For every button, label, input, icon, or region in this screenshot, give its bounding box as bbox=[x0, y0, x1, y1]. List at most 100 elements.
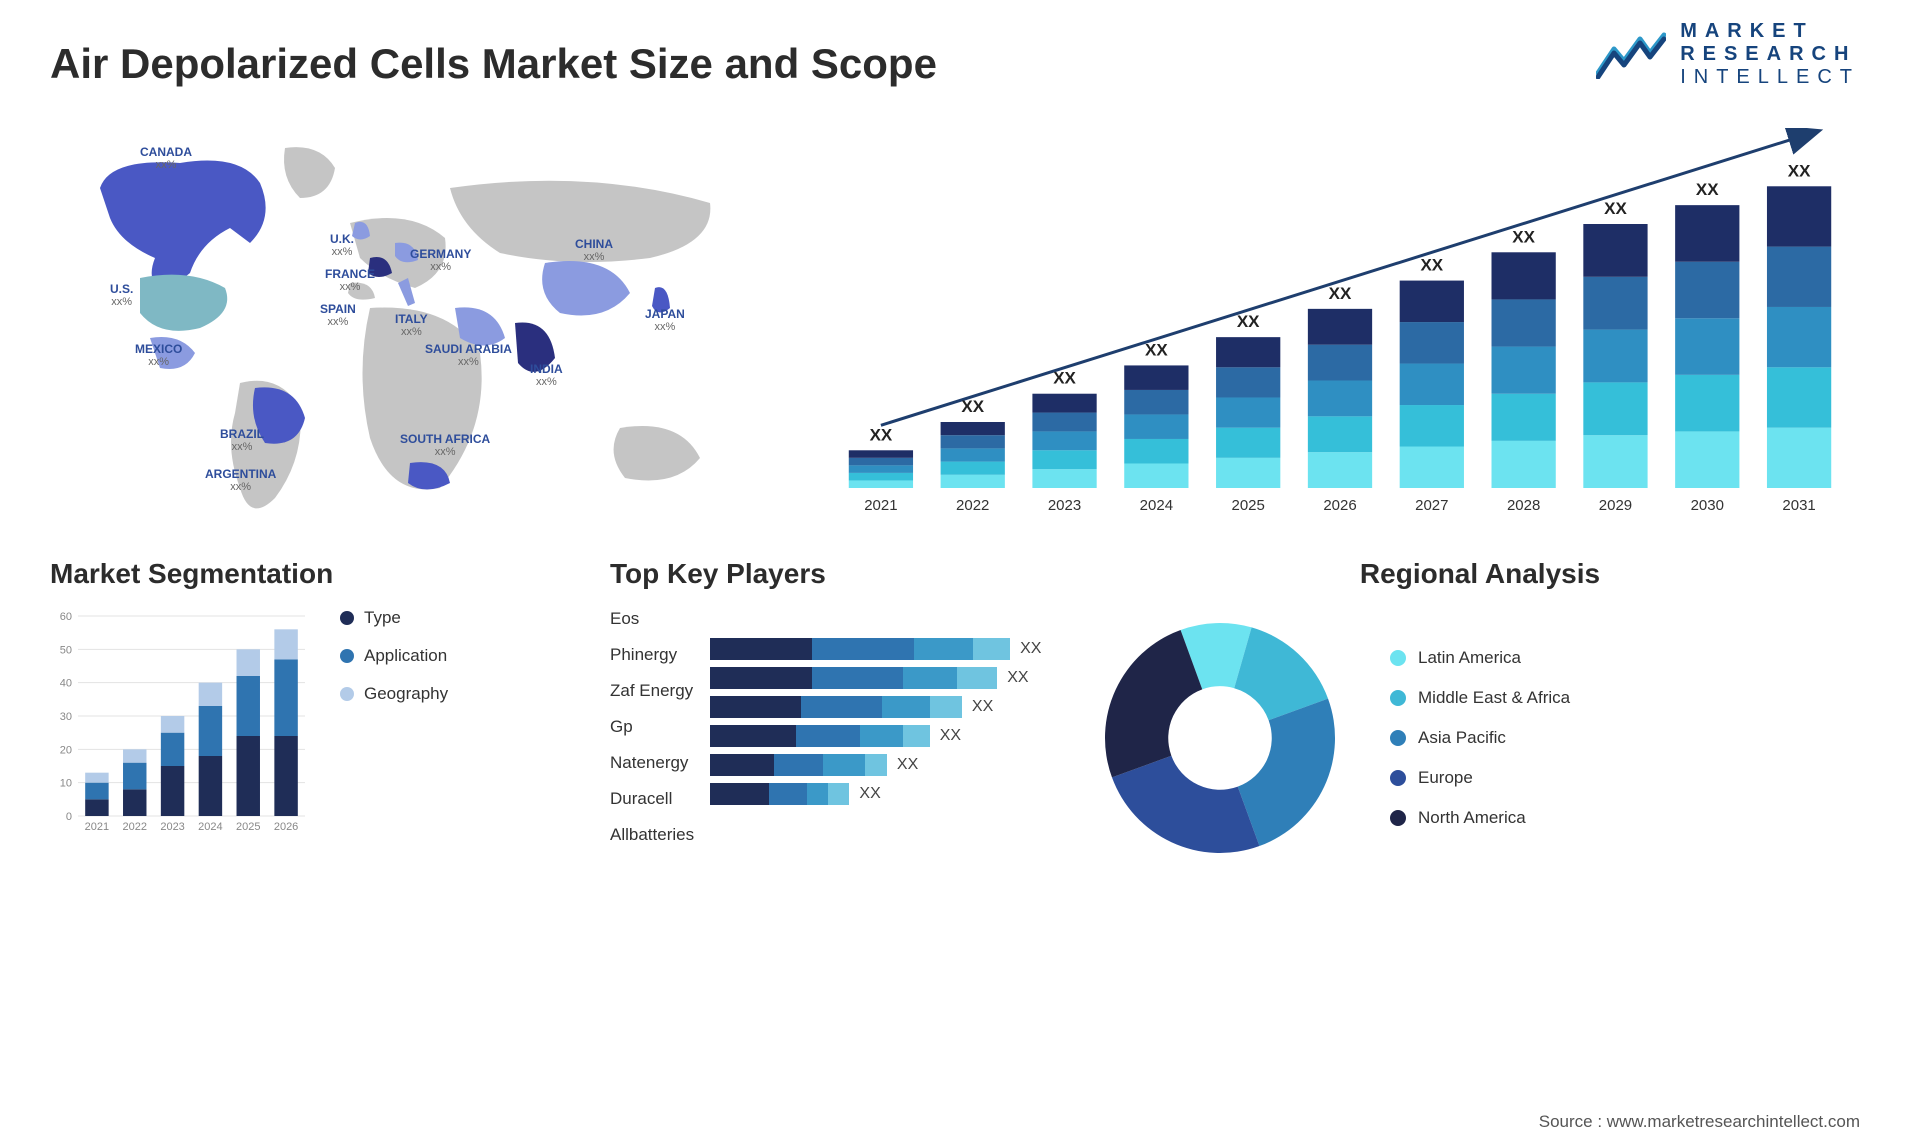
regional-legend: Latin America Middle East & Africa Asia Pa… bbox=[1390, 648, 1570, 828]
main-bar-seg bbox=[849, 450, 913, 458]
main-bar-label: XX bbox=[1145, 340, 1168, 359]
main-bar-seg bbox=[1492, 347, 1556, 394]
svg-text:50: 50 bbox=[60, 644, 72, 656]
main-bar-seg bbox=[1767, 367, 1831, 427]
main-bar-seg bbox=[1400, 447, 1464, 488]
map-label: U.K.xx% bbox=[330, 233, 354, 258]
players-section: Top Key Players EosPhinergyZaf EnergyGpN… bbox=[610, 558, 1070, 868]
main-bar-seg bbox=[1492, 252, 1556, 299]
seg-bar-seg bbox=[274, 659, 297, 736]
main-bar-seg bbox=[1675, 205, 1739, 262]
reg-legend-item: Asia Pacific bbox=[1390, 728, 1570, 748]
regional-donut bbox=[1090, 608, 1350, 868]
main-bar-seg bbox=[941, 448, 1005, 461]
player-name: Zaf Energy bbox=[610, 680, 694, 702]
map-label: SOUTH AFRICAxx% bbox=[400, 433, 490, 458]
seg-bar-seg bbox=[85, 799, 108, 816]
seg-bar-seg bbox=[123, 749, 146, 762]
main-xcat: 2028 bbox=[1507, 497, 1540, 514]
main-xcat: 2023 bbox=[1048, 497, 1081, 514]
main-bar-seg bbox=[1032, 431, 1096, 450]
main-bar-seg bbox=[849, 458, 913, 466]
player-bar-row: XX bbox=[710, 696, 1070, 718]
world-map: CANADAxx%U.S.xx%MEXICOxx%BRAZILxx%ARGENT… bbox=[50, 128, 770, 528]
main-bar-seg bbox=[1492, 394, 1556, 441]
main-xcat: 2021 bbox=[864, 497, 897, 514]
main-bar-seg bbox=[941, 462, 1005, 475]
main-bar-seg bbox=[1492, 299, 1556, 346]
player-bar-row: XX bbox=[710, 667, 1070, 689]
main-bar-seg bbox=[1583, 277, 1647, 330]
source-text: Source : www.marketresearchintellect.com bbox=[1539, 1112, 1860, 1132]
main-bar-seg bbox=[1308, 309, 1372, 345]
main-xcat: 2026 bbox=[1323, 497, 1356, 514]
main-bar-label: XX bbox=[1420, 256, 1443, 275]
seg-bar-seg bbox=[161, 733, 184, 766]
player-value: XX bbox=[1007, 669, 1028, 687]
main-xcat: 2024 bbox=[1140, 497, 1173, 514]
map-label: CHINAxx% bbox=[575, 238, 613, 263]
seg-bar-seg bbox=[237, 736, 260, 816]
brand-logo: MARKET RESEARCH INTELLECT bbox=[1596, 20, 1860, 89]
main-bar-seg bbox=[1216, 367, 1280, 397]
main-xcat: 2025 bbox=[1231, 497, 1264, 514]
svg-text:20: 20 bbox=[60, 744, 72, 756]
main-bar-seg bbox=[1124, 414, 1188, 439]
main-bar-seg bbox=[941, 422, 1005, 435]
reg-legend-item: Europe bbox=[1390, 768, 1570, 788]
main-bar-seg bbox=[1308, 381, 1372, 417]
player-value: XX bbox=[940, 727, 961, 745]
main-bar-seg bbox=[1675, 262, 1739, 319]
svg-text:0: 0 bbox=[66, 811, 72, 823]
main-bar-seg bbox=[849, 480, 913, 488]
main-xcat: 2029 bbox=[1599, 497, 1632, 514]
segmentation-chart: 0102030405060202120222023202420252026 bbox=[50, 608, 310, 838]
reg-legend-item: Middle East & Africa bbox=[1390, 688, 1570, 708]
logo-mark-icon bbox=[1596, 31, 1666, 79]
main-bar-seg bbox=[941, 435, 1005, 448]
map-label: SPAINxx% bbox=[320, 303, 356, 328]
player-name: Allbatteries bbox=[610, 824, 694, 846]
main-bar-label: XX bbox=[1329, 284, 1352, 303]
svg-text:60: 60 bbox=[60, 611, 72, 623]
player-value: XX bbox=[972, 698, 993, 716]
seg-bar-seg bbox=[237, 649, 260, 676]
main-bar-label: XX bbox=[1512, 227, 1535, 246]
player-value: XX bbox=[859, 785, 880, 803]
seg-bar-seg bbox=[161, 716, 184, 733]
seg-legend-item: Application bbox=[340, 646, 448, 666]
main-bar-seg bbox=[1032, 413, 1096, 432]
main-xcat: 2030 bbox=[1691, 497, 1724, 514]
svg-text:40: 40 bbox=[60, 678, 72, 690]
main-xcat: 2022 bbox=[956, 497, 989, 514]
donut-slice bbox=[1112, 756, 1259, 853]
main-bar-seg bbox=[1032, 469, 1096, 488]
seg-bar-seg bbox=[123, 789, 146, 816]
map-label: FRANCExx% bbox=[325, 268, 375, 293]
main-bar-seg bbox=[1583, 435, 1647, 488]
svg-text:2024: 2024 bbox=[198, 821, 222, 833]
player-bar-row: XX bbox=[710, 638, 1070, 660]
seg-bar-seg bbox=[274, 629, 297, 659]
player-bar-row: XX bbox=[710, 725, 1070, 747]
main-growth-chart: XX2021XX2022XX2023XX2024XX2025XX2026XX20… bbox=[810, 128, 1870, 528]
main-bar-seg bbox=[849, 465, 913, 473]
logo-text-2: RESEARCH bbox=[1680, 43, 1860, 66]
map-label: MEXICOxx% bbox=[135, 343, 182, 368]
main-bar-seg bbox=[1124, 365, 1188, 390]
main-bar-seg bbox=[1124, 463, 1188, 488]
reg-legend-item: Latin America bbox=[1390, 648, 1570, 668]
svg-text:10: 10 bbox=[60, 778, 72, 790]
map-label: SAUDI ARABIAxx% bbox=[425, 343, 512, 368]
main-bar-seg bbox=[1308, 416, 1372, 452]
map-label: ARGENTINAxx% bbox=[205, 468, 276, 493]
svg-text:2021: 2021 bbox=[85, 821, 109, 833]
player-name: Phinergy bbox=[610, 644, 694, 666]
main-bar-seg bbox=[1032, 450, 1096, 469]
seg-bar-seg bbox=[85, 773, 108, 783]
regional-section: Regional Analysis Latin AmericaMiddle Ea… bbox=[1090, 558, 1870, 868]
seg-bar-seg bbox=[237, 676, 260, 736]
seg-bar-seg bbox=[161, 766, 184, 816]
map-label: GERMANYxx% bbox=[410, 248, 471, 273]
main-bar-label: XX bbox=[1053, 369, 1076, 388]
